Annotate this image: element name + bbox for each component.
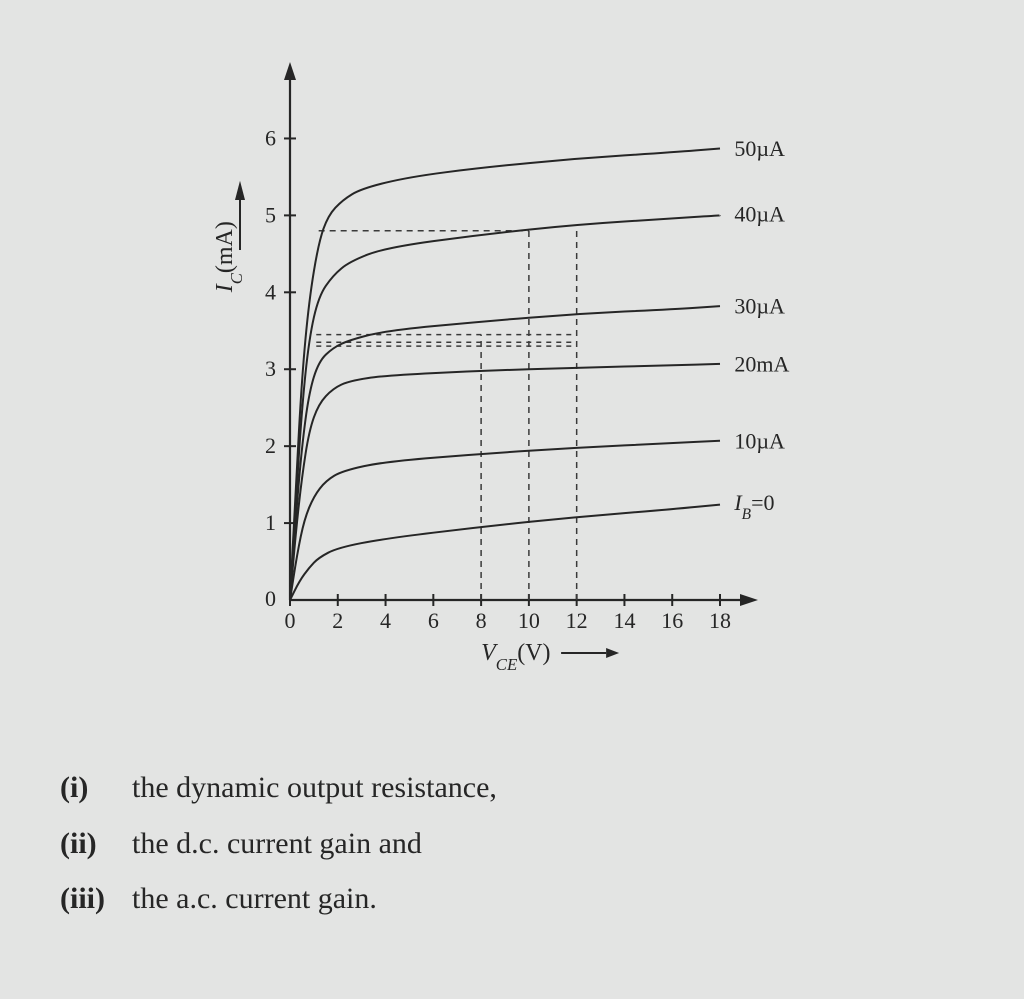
svg-text:2: 2	[332, 608, 343, 633]
transistor-output-chart: 0246810121416180123456VCE(V)IC(mA)IB=010…	[220, 80, 840, 670]
svg-text:4: 4	[380, 608, 391, 633]
question-number: (ii)	[60, 816, 132, 872]
svg-text:12: 12	[566, 608, 588, 633]
svg-text:16: 16	[661, 608, 683, 633]
svg-text:IB=0: IB=0	[733, 490, 774, 523]
svg-text:VCE(V): VCE(V)	[481, 640, 550, 674]
svg-text:14: 14	[613, 608, 635, 633]
svg-text:0: 0	[265, 586, 276, 611]
question-item: (ii) the d.c. current gain and	[60, 816, 497, 872]
svg-text:50µA: 50µA	[734, 136, 785, 161]
svg-text:1: 1	[265, 510, 276, 535]
svg-text:3: 3	[265, 356, 276, 381]
svg-text:18: 18	[709, 608, 731, 633]
svg-text:2: 2	[265, 433, 276, 458]
svg-text:5: 5	[265, 202, 276, 227]
question-list: (i) the dynamic output resistance, (ii) …	[60, 760, 497, 927]
svg-text:6: 6	[428, 608, 439, 633]
question-text: the a.c. current gain.	[132, 871, 377, 927]
svg-text:20mA: 20mA	[734, 351, 789, 376]
question-text: the dynamic output resistance,	[132, 760, 497, 816]
svg-text:6: 6	[265, 125, 276, 150]
svg-text:4: 4	[265, 279, 276, 304]
svg-text:8: 8	[476, 608, 487, 633]
svg-text:10µA: 10µA	[734, 428, 785, 453]
chart-svg: 0246810121416180123456VCE(V)IC(mA)IB=010…	[220, 80, 840, 670]
question-item: (i) the dynamic output resistance,	[60, 760, 497, 816]
question-text: the d.c. current gain and	[132, 816, 422, 872]
question-number: (i)	[60, 760, 132, 816]
svg-text:0: 0	[285, 608, 296, 633]
question-number: (iii)	[60, 871, 132, 927]
svg-text:40µA: 40µA	[734, 201, 785, 226]
svg-text:10: 10	[518, 608, 540, 633]
svg-text:30µA: 30µA	[734, 294, 785, 319]
question-item: (iii) the a.c. current gain.	[60, 871, 497, 927]
